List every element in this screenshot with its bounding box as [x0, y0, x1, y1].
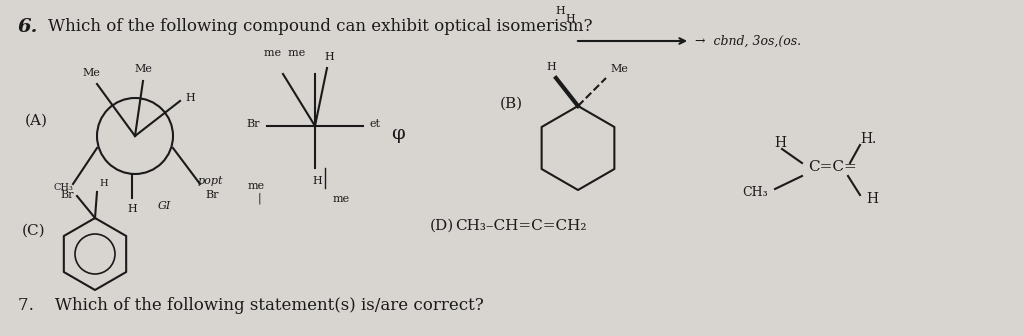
Text: H: H — [866, 192, 878, 206]
Text: CH₃–CH=C=CH₂: CH₃–CH=C=CH₂ — [455, 219, 587, 233]
Text: me  me: me me — [264, 48, 305, 58]
Text: H: H — [565, 14, 574, 24]
Text: Br: Br — [247, 119, 260, 129]
Text: CH₃: CH₃ — [742, 186, 768, 200]
Text: (D): (D) — [430, 219, 455, 233]
Text: (B): (B) — [500, 97, 523, 111]
Text: Br: Br — [60, 190, 74, 200]
Text: me: me — [333, 194, 350, 204]
Text: H: H — [555, 6, 565, 16]
Text: H: H — [99, 179, 108, 188]
Text: H.: H. — [860, 132, 877, 146]
Text: H: H — [325, 52, 334, 62]
Text: et: et — [370, 119, 381, 129]
Text: 7.    Which of the following statement(s) is/are correct?: 7. Which of the following statement(s) i… — [18, 297, 483, 314]
Text: popt: popt — [198, 176, 223, 186]
Text: 6.: 6. — [18, 18, 38, 36]
Text: C=C=: C=C= — [808, 160, 857, 174]
Text: (A): (A) — [25, 114, 48, 128]
Text: φ: φ — [391, 125, 404, 143]
Text: |: | — [258, 192, 261, 204]
Text: H: H — [185, 93, 195, 103]
Text: Me: Me — [134, 64, 152, 74]
Text: me: me — [248, 181, 265, 191]
Text: →  cbnd, 3os,(os.: → cbnd, 3os,(os. — [695, 35, 801, 47]
Text: Me: Me — [610, 64, 628, 74]
Text: Me: Me — [82, 68, 100, 78]
Text: H: H — [546, 62, 556, 72]
Text: H: H — [774, 136, 786, 150]
Text: H: H — [312, 176, 322, 186]
Text: (C): (C) — [22, 224, 46, 238]
Text: CH₃: CH₃ — [53, 183, 73, 192]
Text: GI: GI — [158, 201, 171, 211]
Text: H: H — [127, 204, 137, 214]
Text: Which of the following compound can exhibit optical isomerism?: Which of the following compound can exhi… — [48, 18, 593, 35]
Text: Br: Br — [205, 190, 218, 200]
